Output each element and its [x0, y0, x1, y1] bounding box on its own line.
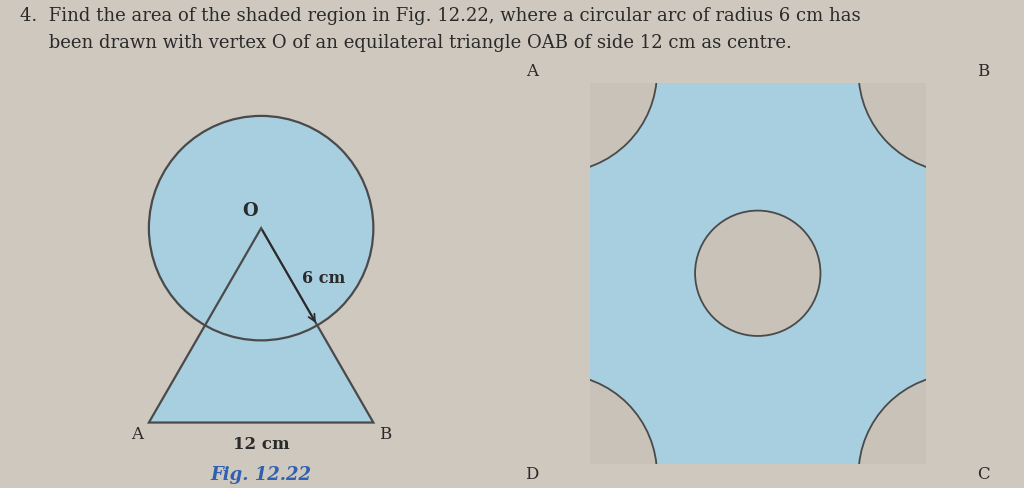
Wedge shape [556, 72, 657, 173]
Text: A: A [526, 63, 539, 80]
Text: B: B [977, 63, 989, 80]
Text: C: C [977, 467, 990, 483]
Polygon shape [556, 72, 959, 475]
Text: O: O [243, 202, 258, 220]
Wedge shape [858, 72, 959, 173]
Text: B: B [379, 427, 391, 443]
Polygon shape [148, 228, 374, 423]
Circle shape [695, 211, 820, 336]
Text: been drawn with vertex O of an equilateral triangle OAB of side 12 cm as centre.: been drawn with vertex O of an equilater… [20, 34, 793, 52]
Text: 12 cm: 12 cm [232, 436, 290, 453]
Text: A: A [131, 427, 143, 443]
Text: 4.  Find the area of the shaded region in Fig. 12.22, where a circular arc of ra: 4. Find the area of the shaded region in… [20, 7, 861, 25]
Text: D: D [525, 467, 539, 483]
Text: Fig. 12.22: Fig. 12.22 [211, 466, 311, 484]
Text: 6 cm: 6 cm [302, 269, 345, 286]
Wedge shape [858, 374, 959, 475]
Circle shape [148, 116, 374, 340]
Wedge shape [556, 374, 657, 475]
